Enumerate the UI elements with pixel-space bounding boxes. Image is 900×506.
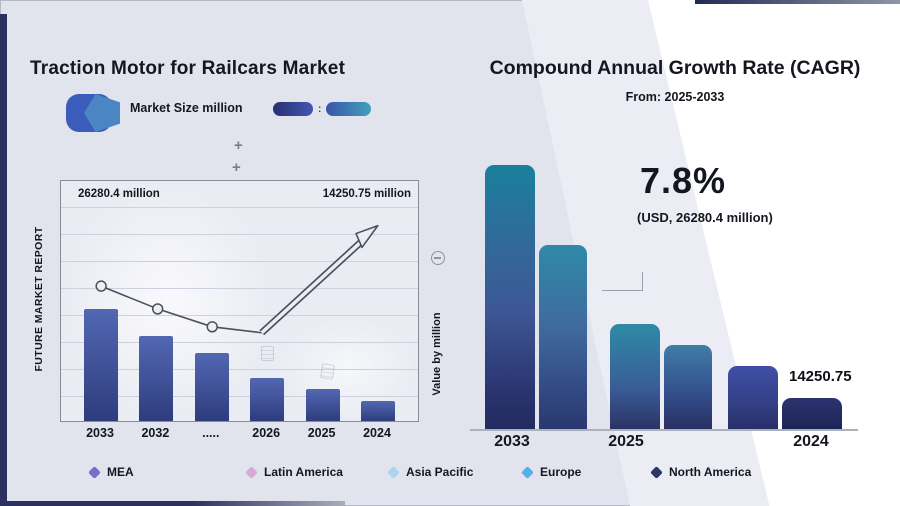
market-bar-2032 [139, 335, 174, 421]
market-x-label-2032: 2032 [141, 426, 170, 440]
legend-item-mea: MEA [88, 465, 134, 479]
legend-item-latin-america: Latin America [245, 465, 343, 479]
value-axis-label: Value by million [431, 312, 443, 396]
market-bar-2025 [305, 388, 340, 421]
market-bar-2024 [361, 400, 395, 421]
legend-label: Asia Pacific [406, 465, 474, 479]
legend-label: North America [669, 465, 752, 479]
plus-mark-icon: + [234, 137, 243, 154]
legend-diamond-icon [387, 465, 400, 479]
cagr-x-label-2033: 2033 [494, 433, 530, 450]
legend-diamond-icon [245, 465, 258, 479]
chart-annotation-2024: 14250.75 million [322, 188, 411, 200]
market-x-label-2026: 2026 [252, 426, 281, 440]
market-bar-2033 [84, 309, 118, 421]
cagr-detail: (USD, 26280.4 million) [637, 210, 773, 225]
cagr-title: Compound Annual Growth Rate (CAGR) [489, 57, 861, 79]
market-size-bars [61, 181, 418, 421]
market-bar-2026 [250, 378, 285, 421]
legend-label: MEA [107, 465, 134, 479]
cagr-subtitle: From: 2025-2033 [625, 90, 725, 104]
cagr-bar-2024-front [728, 366, 778, 430]
cagr-value: 7.8% [640, 160, 727, 201]
cagr-bar-2025-back [664, 345, 712, 430]
legend-label: Latin America [264, 465, 343, 479]
market-size-chart: 26280.4 million 14250.75 million [60, 180, 419, 422]
cagr-bar-2033-back [539, 244, 587, 430]
cagr-bar-2024-back [782, 398, 842, 430]
cagr-axis-line [470, 429, 858, 431]
market-size-x-axis: 2033 2032..... 2026 2025 2024 [0, 426, 460, 444]
market-x-label-2033: 2033 [86, 426, 114, 440]
cagr-bar-value-label: 14250.75 [789, 368, 852, 385]
trend-line-and-arrow [95, 224, 379, 336]
cagr-x-axis: 2033 2025 2024 [0, 433, 900, 453]
document-watermark-icon [261, 346, 274, 361]
market-size-label: Market Size million [130, 101, 243, 115]
scale-pills: : [273, 102, 372, 116]
market-x-label-.....: ..... [202, 426, 220, 440]
brand-logo-icon [66, 94, 120, 132]
legend-diamond-icon [88, 465, 101, 479]
cagr-x-label-2024: 2024 [793, 433, 829, 450]
pill-separator: : [318, 103, 322, 115]
legend-diamond-icon [650, 465, 663, 479]
pill-icon [273, 102, 313, 116]
legend-label: Europe [540, 465, 582, 479]
market-x-label-2024: 2024 [363, 426, 391, 440]
legend-item-asia-pacific: Asia Pacific [387, 465, 474, 479]
bottom-edge-ribbon [0, 501, 345, 506]
top-edge-ribbon [695, 0, 900, 4]
step-line-decoration [602, 272, 643, 291]
chart-annotation-2033: 26280.4 million [78, 188, 160, 200]
market-bar-..... [194, 352, 229, 421]
legend-item-europe: Europe [521, 465, 582, 479]
left-edge-ribbon [0, 14, 7, 506]
clock-icon [431, 251, 445, 265]
plus-mark-icon: + [232, 159, 241, 176]
page-title: Traction Motor for Railcars Market [30, 58, 346, 79]
cagr-bar-2033-front [485, 165, 535, 430]
market-x-label-2025: 2025 [307, 426, 336, 440]
legend-item-north-america: North America [650, 465, 752, 479]
document-watermark-icon [320, 363, 335, 380]
cagr-bar-2025-front [610, 324, 660, 430]
y-axis-brand-label: FUTURE MARKET REPORT [33, 226, 45, 372]
pill-icon [326, 102, 372, 116]
cagr-x-label-2025: 2025 [608, 433, 644, 450]
legend-diamond-icon [521, 465, 534, 479]
